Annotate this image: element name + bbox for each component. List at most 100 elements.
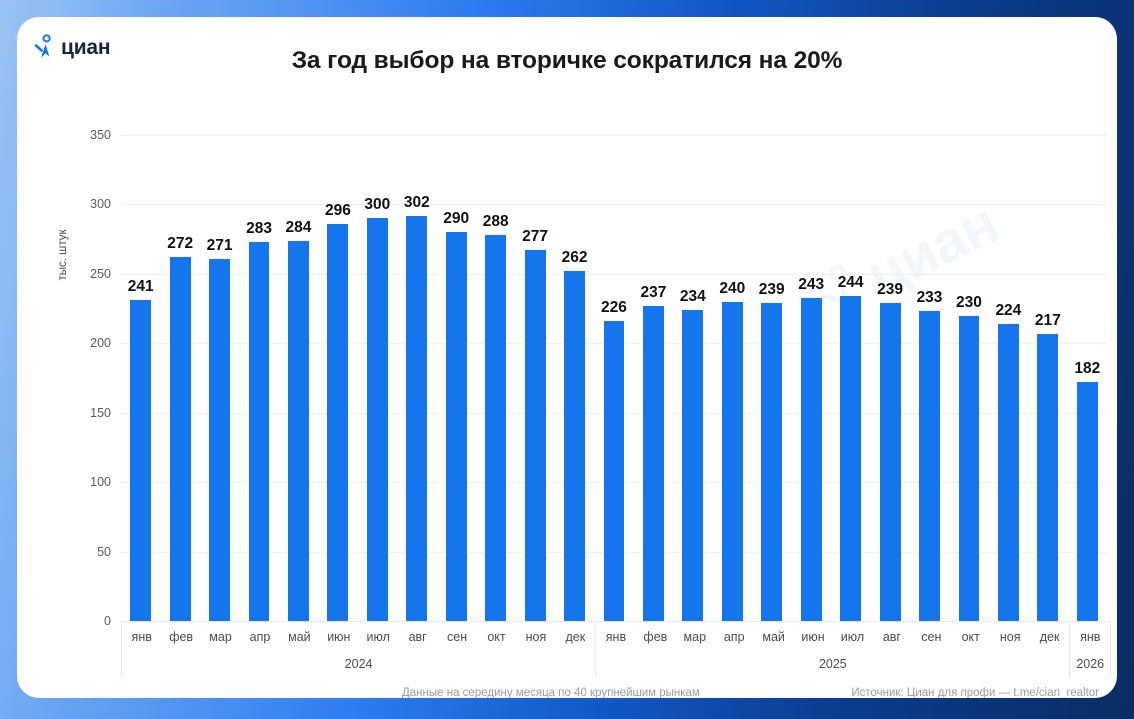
bar-value-label: 237 (640, 283, 667, 301)
x-axis-month-label: дек (565, 629, 586, 644)
x-axis-year-label: 2026 (1076, 657, 1105, 672)
bar-value-label: 300 (364, 196, 391, 214)
bar[interactable] (761, 303, 783, 635)
x-axis-month-label: июн (801, 629, 825, 644)
x-axis-month-row: янв фев мар апр май июн июл авг сен окт ноя дек (122, 622, 595, 651)
x-axis-month-label: май (288, 629, 311, 644)
x-axis-month-label: янв (131, 629, 152, 644)
x-axis: янв фев мар апр май июн июл авг сен окт ноя дек 2024… (121, 621, 1111, 677)
x-axis-month-label: янв (1080, 629, 1101, 644)
bar-slot[interactable]: 239 (877, 149, 903, 635)
x-axis-year-label: 2024 (344, 657, 373, 672)
bar-value-label: 288 (482, 213, 509, 231)
bar-slot[interactable]: 233 (917, 149, 942, 635)
bar-value-label: 182 (1074, 360, 1101, 378)
bar-slot[interactable]: 296 (325, 149, 351, 635)
bar-slot[interactable]: 239 (759, 149, 785, 635)
bar-slot[interactable]: 244 (838, 149, 864, 635)
plot-area: тыс. штук 0 50 100 150 200 250 300 350 241 272 27… (53, 128, 1111, 635)
bar-slot[interactable]: 288 (483, 149, 509, 635)
x-axis-month-label: окт (487, 629, 506, 644)
bar[interactable] (524, 250, 546, 635)
x-axis-month-label: сен (921, 629, 942, 644)
chart-card: циан За год выбор на вторичке сократился… (17, 17, 1117, 698)
y-axis-tick: 350 (90, 128, 111, 142)
bar-value-label: 239 (877, 281, 903, 299)
bar[interactable] (1037, 333, 1059, 635)
bar-slot[interactable]: 262 (562, 149, 587, 635)
bar-slot[interactable]: 240 (719, 149, 745, 635)
bar[interactable] (840, 296, 862, 635)
x-axis-month-label: фев (169, 629, 194, 644)
bar[interactable] (406, 215, 428, 635)
bar-slot[interactable]: 300 (364, 149, 390, 635)
bar[interactable] (288, 240, 309, 635)
bar[interactable] (564, 271, 585, 635)
bar-slot[interactable]: 284 (286, 149, 311, 635)
bar-slot[interactable]: 226 (601, 149, 627, 635)
x-axis-month-label: дек (1039, 629, 1060, 644)
bar-value-label: 217 (1034, 311, 1061, 329)
bar-value-label: 272 (167, 235, 194, 253)
bar[interactable] (642, 305, 664, 635)
bar-slot[interactable]: 224 (995, 149, 1021, 635)
bar[interactable] (997, 323, 1019, 635)
bar[interactable] (248, 242, 270, 635)
bar[interactable] (879, 303, 901, 635)
bar-slot[interactable]: 271 (207, 149, 233, 635)
bar-slot[interactable]: 230 (956, 149, 982, 635)
x-axis-month-label: май (762, 629, 785, 644)
cian-person-pin-icon (34, 34, 51, 58)
bar[interactable] (682, 310, 704, 635)
bar[interactable] (327, 223, 349, 635)
bar[interactable] (603, 321, 625, 635)
bar-slot[interactable]: 277 (522, 149, 548, 635)
bar[interactable] (130, 300, 152, 635)
bar[interactable] (721, 301, 743, 635)
bar-slot[interactable]: 272 (167, 149, 193, 635)
x-axis-year-label: 2025 (818, 657, 847, 672)
gridline (121, 204, 1107, 206)
bar-slot[interactable]: 217 (1035, 149, 1061, 635)
bar[interactable] (366, 218, 388, 635)
bar-slot[interactable]: 182 (1074, 149, 1100, 635)
y-axis-tick: 100 (90, 475, 111, 490)
bar-slot[interactable]: 283 (246, 149, 272, 635)
gridline (121, 135, 1107, 136)
bar-value-label: 284 (285, 218, 312, 236)
bar-slot[interactable]: 237 (640, 149, 666, 635)
bar-slot[interactable]: 243 (798, 149, 824, 635)
bar-slot[interactable]: 234 (680, 149, 706, 635)
bar-slot[interactable]: 241 (128, 149, 154, 635)
x-axis-month-label: ноя (525, 629, 547, 644)
y-axis-tick: 200 (90, 336, 111, 351)
bar[interactable] (919, 311, 940, 635)
x-axis-month-label: июл (366, 629, 390, 644)
bar-value-label: 233 (916, 289, 943, 307)
bar[interactable] (1076, 382, 1098, 635)
x-axis-month-label: мар (683, 629, 707, 644)
bar-value-label: 226 (601, 299, 627, 317)
bar-value-label: 234 (679, 288, 706, 306)
gridline (121, 273, 1107, 275)
bar[interactable] (445, 232, 467, 635)
bar[interactable] (958, 315, 980, 635)
footer-note: Данные на середину месяца по 40 крупнейш… (402, 687, 700, 698)
brand-logo: циан (34, 34, 111, 62)
y-axis-tick: 0 (104, 614, 111, 628)
bar-series: 241 272 271 283 284 296 300 302 290 288 277 262 226 2… (121, 135, 1107, 635)
bar-slot[interactable]: 302 (404, 149, 430, 635)
bar[interactable] (485, 235, 507, 635)
bar-value-label: 244 (837, 274, 864, 292)
bar[interactable] (209, 258, 231, 635)
bar-value-label: 262 (561, 249, 588, 267)
x-axis-month-label: авг (408, 629, 427, 644)
bar-value-label: 243 (798, 275, 825, 293)
bar[interactable] (800, 297, 822, 635)
x-axis-year-group: янв 2026 (1070, 622, 1110, 677)
bar-value-label: 241 (127, 278, 154, 296)
bar-slot[interactable]: 290 (443, 149, 469, 635)
x-axis-month-row: янв фев мар апр май июн июл авг сен окт ноя дек (596, 622, 1069, 651)
bar[interactable] (169, 257, 191, 635)
page-title: За год выбор на вторичке сократился на 2… (291, 47, 843, 74)
